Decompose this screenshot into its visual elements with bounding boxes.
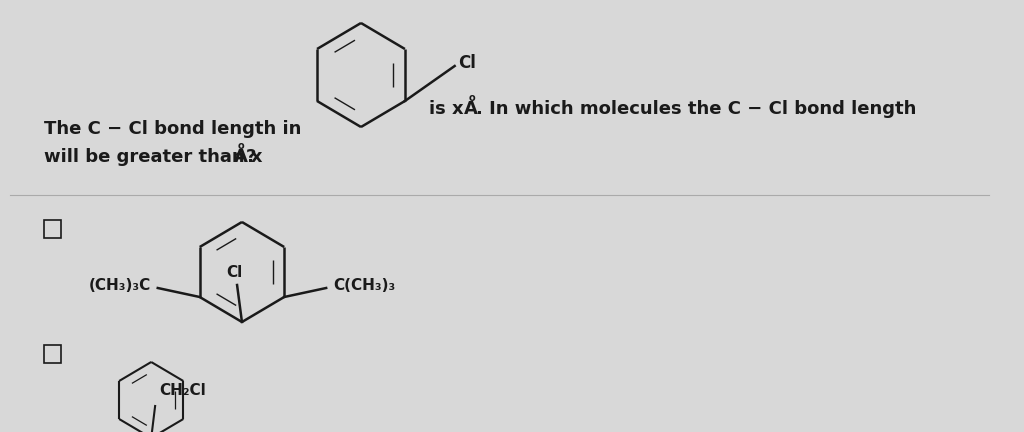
Text: A: A — [234, 148, 248, 166]
Text: (CH₃)₃C: (CH₃)₃C — [89, 277, 151, 292]
Text: . In which molecules the C − Cl bond length: . In which molecules the C − Cl bond len… — [476, 100, 916, 118]
Text: is x: is x — [429, 100, 464, 118]
Text: Cl: Cl — [459, 54, 476, 72]
Text: The C − Cl bond length in: The C − Cl bond length in — [44, 120, 301, 138]
Text: ?: ? — [246, 148, 256, 166]
Text: Cl: Cl — [226, 265, 243, 280]
Text: o: o — [238, 141, 245, 151]
Bar — [44, 220, 61, 238]
Text: o: o — [468, 93, 475, 103]
Text: C(CH₃)₃: C(CH₃)₃ — [333, 277, 395, 292]
Bar — [44, 345, 61, 363]
Text: CH₂Cl: CH₂Cl — [159, 383, 206, 398]
Text: will be greater than x: will be greater than x — [44, 148, 262, 166]
Text: A: A — [465, 100, 478, 118]
